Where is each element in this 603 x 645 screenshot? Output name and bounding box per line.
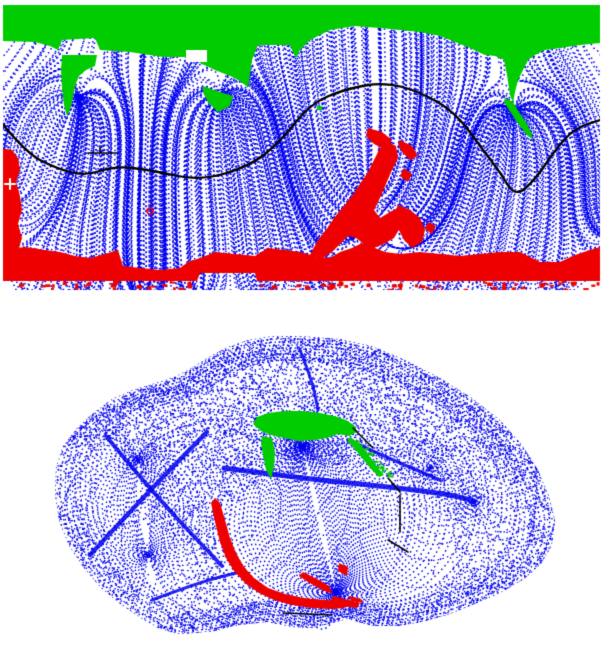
synoptic-map-panel <box>0 0 603 300</box>
projected-view-panel <box>0 300 603 645</box>
